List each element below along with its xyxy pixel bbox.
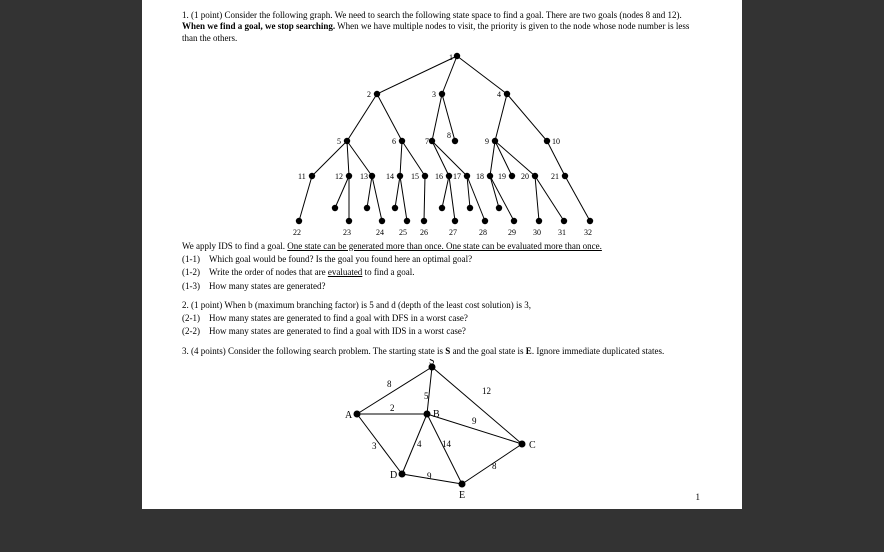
svg-text:26: 26 [420, 228, 428, 237]
q1-intro: 1. (1 point) Consider the following grap… [182, 10, 702, 44]
svg-text:9: 9 [472, 416, 477, 426]
svg-text:29: 29 [508, 228, 516, 237]
q1-after-u: One state can be generated more than onc… [287, 241, 602, 251]
svg-text:10: 10 [552, 137, 560, 146]
svg-text:20: 20 [521, 172, 529, 181]
svg-text:28: 28 [479, 228, 487, 237]
svg-text:4: 4 [497, 90, 501, 99]
svg-text:18: 18 [476, 172, 484, 181]
svg-text:23: 23 [343, 228, 351, 237]
svg-text:1: 1 [449, 53, 453, 62]
svg-text:9: 9 [427, 471, 432, 481]
q1-intro-a: 1. (1 point) Consider the following grap… [182, 10, 682, 20]
svg-text:2: 2 [390, 403, 395, 413]
svg-text:2: 2 [367, 90, 371, 99]
svg-text:A: A [345, 410, 353, 421]
svg-text:3: 3 [432, 90, 436, 99]
svg-text:E: E [459, 490, 465, 499]
q3-intro: 3. (4 points) Consider the following sea… [182, 346, 702, 357]
svg-text:12: 12 [335, 172, 343, 181]
svg-text:4: 4 [417, 439, 422, 449]
svg-text:31: 31 [558, 228, 566, 237]
svg-text:16: 16 [435, 172, 443, 181]
search-graph: 8 5 12 2 3 4 9 14 9 8 S A B C D E [302, 359, 582, 499]
q1-intro-bold: When we find a goal, we stop searching. [182, 21, 335, 31]
q1-after: We apply IDS to find a goal. One state c… [182, 241, 702, 252]
svg-text:30: 30 [533, 228, 541, 237]
svg-text:8: 8 [492, 461, 497, 471]
q2-intro: 2. (1 point) When b (maximum branching f… [182, 300, 702, 311]
q2-sub2: (2-2) How many states are generated to f… [182, 326, 702, 337]
svg-text:19: 19 [498, 172, 506, 181]
q1-after-a: We apply IDS to find a goal. [182, 241, 287, 251]
svg-text:15: 15 [411, 172, 419, 181]
svg-text:5: 5 [337, 137, 341, 146]
svg-text:14: 14 [442, 439, 452, 449]
svg-text:14: 14 [386, 172, 394, 181]
svg-text:24: 24 [376, 228, 384, 237]
tree-diagram: 1234567891011121314151617181920212223242… [227, 46, 657, 241]
svg-text:32: 32 [584, 228, 592, 237]
svg-text:C: C [529, 440, 536, 451]
document-page: 1. (1 point) Consider the following grap… [142, 0, 742, 509]
svg-text:D: D [390, 470, 397, 481]
svg-text:25: 25 [399, 228, 407, 237]
q2-sub1: (2-1) How many states are generated to f… [182, 313, 702, 324]
svg-text:12: 12 [482, 386, 491, 396]
svg-text:5: 5 [424, 391, 429, 401]
svg-text:8: 8 [387, 379, 392, 389]
q1-sub1: (1-1) Which goal would be found? Is the … [182, 254, 702, 265]
svg-text:27: 27 [449, 228, 457, 237]
svg-text:8: 8 [447, 131, 451, 140]
svg-text:6: 6 [392, 137, 396, 146]
page-number: 1 [696, 492, 701, 503]
svg-text:B: B [433, 409, 440, 420]
svg-text:21: 21 [551, 172, 559, 181]
q1-sub3: (1-3) How many states are generated? [182, 281, 702, 292]
q1-sub2: (1-2) Write the order of nodes that are … [182, 267, 702, 278]
svg-text:13: 13 [360, 172, 368, 181]
svg-text:17: 17 [453, 172, 461, 181]
svg-text:3: 3 [372, 441, 377, 451]
svg-text:9: 9 [485, 137, 489, 146]
svg-text:22: 22 [293, 228, 301, 237]
svg-text:7: 7 [425, 137, 429, 146]
svg-text:S: S [429, 359, 435, 367]
svg-text:11: 11 [298, 172, 306, 181]
